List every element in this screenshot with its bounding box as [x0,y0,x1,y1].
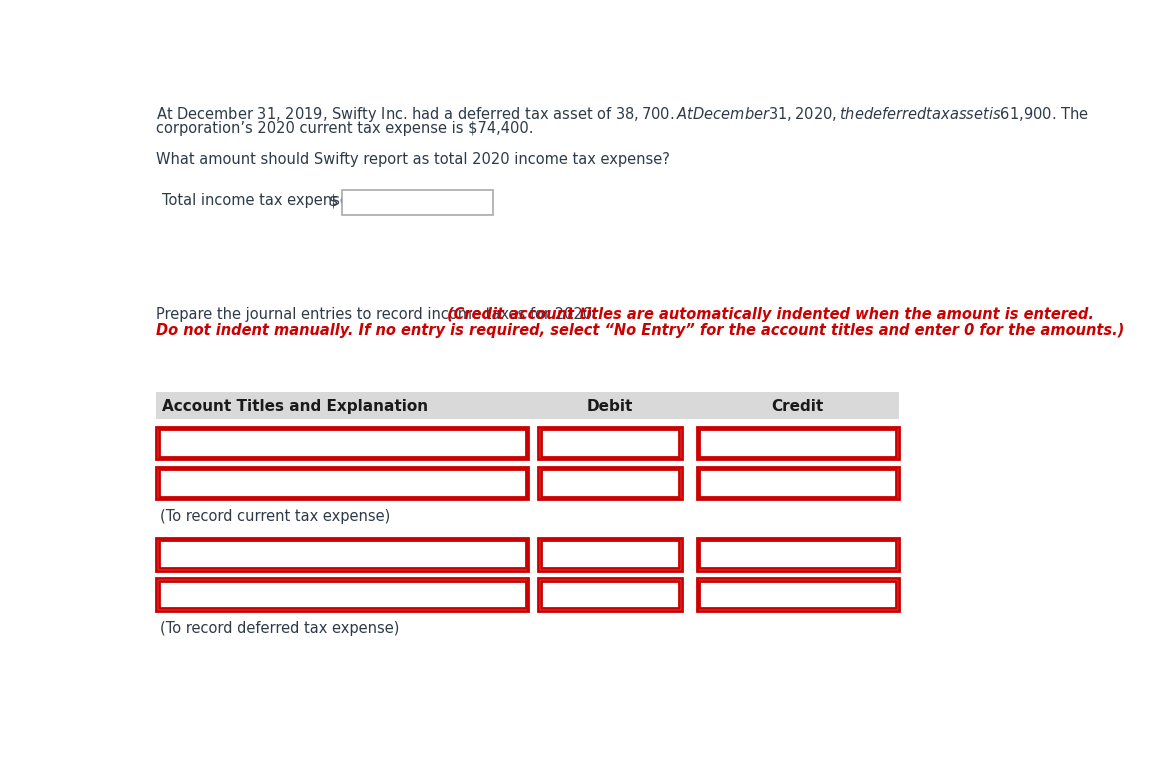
Bar [699,429,897,456]
Bar [159,468,526,497]
Bar [697,427,899,459]
Bar [159,540,526,568]
Text: Do not indent manually. If no entry is required, select “No Entry” for the accou: Do not indent manually. If no entry is r… [156,323,1124,337]
Bar [538,427,681,459]
Text: (Credit account titles are automatically indented when the amount is entered.: (Credit account titles are automatically… [446,307,1094,322]
Bar [156,578,529,610]
Bar [159,581,526,608]
Bar [156,427,529,459]
Text: $: $ [329,193,338,208]
Bar [538,578,681,610]
Text: (To record deferred tax expense): (To record deferred tax expense) [160,621,400,636]
Bar [697,578,899,610]
Text: Account Titles and Explanation: Account Titles and Explanation [162,399,429,414]
Bar [697,538,899,571]
Bar [159,429,526,456]
Bar [699,581,897,608]
Text: Credit: Credit [772,399,824,414]
Text: At December 31, 2019, Swifty Inc. had a deferred tax asset of $38,700. At Decemb: At December 31, 2019, Swifty Inc. had a … [156,105,1089,124]
Bar [540,581,679,608]
Bar [156,466,529,499]
Bar [538,538,681,571]
Text: What amount should Swifty report as total 2020 income tax expense?: What amount should Swifty report as tota… [156,152,670,166]
Bar [699,540,897,568]
Text: Total income tax expense: Total income tax expense [162,193,349,208]
Text: (To record current tax expense): (To record current tax expense) [160,509,390,524]
Bar [540,429,679,456]
Bar [342,190,494,214]
Bar [156,392,899,419]
Text: Prepare the journal entries to record income taxes for 2020.: Prepare the journal entries to record in… [156,307,602,322]
Text: Debit: Debit [586,399,633,414]
Bar [156,538,529,571]
Text: corporation’s 2020 current tax expense is $74,400.: corporation’s 2020 current tax expense i… [156,121,533,136]
Bar [538,466,681,499]
Bar [540,468,679,497]
Bar [540,540,679,568]
Bar [697,466,899,499]
Bar [699,468,897,497]
